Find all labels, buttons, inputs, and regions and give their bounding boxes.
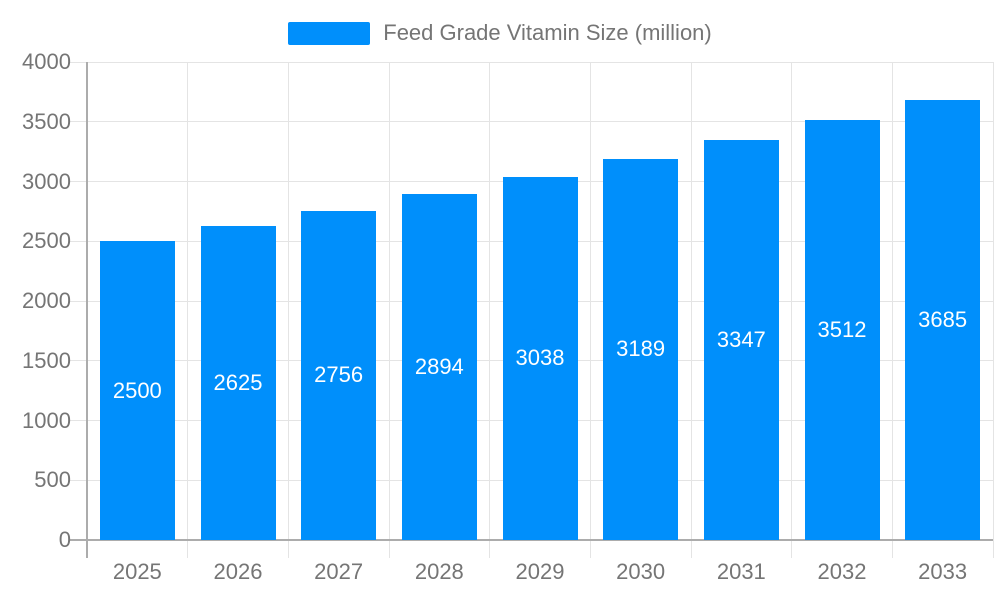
x-axis-tick bbox=[589, 540, 591, 558]
x-axis-tick bbox=[187, 540, 189, 558]
y-axis-label: 2000 bbox=[22, 288, 71, 313]
y-axis-label: 1000 bbox=[22, 407, 71, 433]
bar-value-label: 3038 bbox=[515, 345, 565, 371]
gridline-horizontal bbox=[69, 61, 993, 63]
bar-value-label: 3189 bbox=[616, 336, 666, 362]
x-axis-label: 2028 bbox=[414, 559, 464, 584]
gridline-vertical bbox=[489, 62, 491, 540]
x-axis-label: 2026 bbox=[213, 559, 263, 584]
y-axis-label: 1500 bbox=[22, 347, 71, 373]
gridline-vertical bbox=[891, 62, 893, 540]
x-axis-label: 2025 bbox=[112, 559, 162, 584]
bar-2029[interactable]: 3038 bbox=[502, 176, 578, 540]
legend-label: Feed Grade Vitamin Size (million) bbox=[383, 20, 712, 45]
y-axis-label: 3000 bbox=[22, 168, 71, 194]
bar-value-label: 3347 bbox=[716, 327, 766, 352]
bar-value-label: 3512 bbox=[817, 317, 867, 343]
gridline-vertical bbox=[187, 62, 189, 540]
x-axis-line bbox=[69, 539, 993, 541]
bar-value-label: 3685 bbox=[918, 306, 968, 332]
gridline-vertical bbox=[992, 62, 994, 540]
bar-2031[interactable]: 3347 bbox=[703, 140, 779, 540]
gridline-vertical bbox=[589, 62, 591, 540]
bar-2030[interactable]: 3189 bbox=[603, 158, 679, 540]
bar-2028[interactable]: 2894 bbox=[401, 194, 477, 540]
gridline-vertical bbox=[287, 62, 289, 540]
x-axis-label: 2033 bbox=[918, 559, 968, 584]
bar-value-label: 2756 bbox=[314, 362, 364, 388]
bar-2025[interactable]: 2500 bbox=[99, 241, 175, 540]
y-axis-label: 500 bbox=[34, 467, 71, 493]
bar-2032[interactable]: 3512 bbox=[804, 120, 880, 540]
y-axis-line bbox=[86, 62, 88, 558]
bar-2027[interactable]: 2756 bbox=[301, 210, 377, 540]
legend-item[interactable]: Feed Grade Vitamin Size (million) bbox=[0, 15, 1000, 51]
y-axis-label: 3500 bbox=[22, 108, 71, 134]
x-axis-tick bbox=[489, 540, 491, 558]
x-axis-tick bbox=[690, 540, 692, 558]
bar-value-label: 2625 bbox=[213, 370, 263, 396]
x-axis-label: 2032 bbox=[817, 559, 867, 584]
y-axis-label: 0 bbox=[58, 527, 71, 552]
x-axis-tick bbox=[287, 540, 289, 558]
gridline-horizontal bbox=[69, 121, 993, 123]
bar-value-label: 2894 bbox=[414, 354, 464, 380]
x-axis-tick bbox=[791, 540, 793, 558]
x-axis-tick bbox=[388, 540, 390, 558]
gridline-vertical bbox=[388, 62, 390, 540]
x-axis-tick bbox=[992, 540, 994, 558]
x-axis-label: 2030 bbox=[616, 559, 666, 584]
bar-2033[interactable]: 3685 bbox=[905, 99, 981, 540]
x-axis-label: 2029 bbox=[515, 559, 565, 584]
bar-2026[interactable]: 2625 bbox=[200, 226, 276, 540]
y-axis-label: 4000 bbox=[22, 49, 71, 74]
x-axis-label: 2031 bbox=[716, 559, 766, 584]
y-axis-label: 2500 bbox=[22, 228, 71, 254]
bar-value-label: 2500 bbox=[112, 377, 162, 403]
legend-swatch-icon bbox=[288, 21, 371, 45]
x-axis-tick bbox=[891, 540, 893, 558]
gridline-vertical bbox=[791, 62, 793, 540]
gridline-vertical bbox=[690, 62, 692, 540]
x-axis-label: 2027 bbox=[314, 559, 364, 584]
